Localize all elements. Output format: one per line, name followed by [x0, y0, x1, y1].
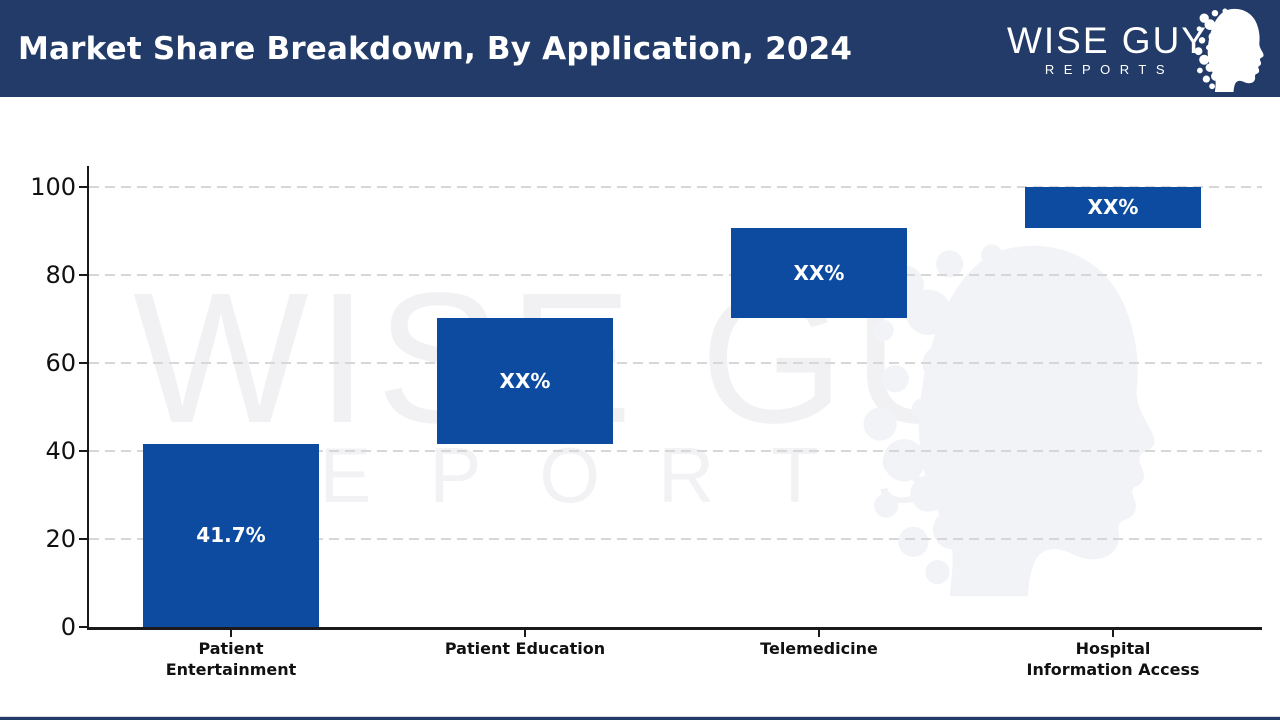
watermark-reports: REPORTS — [205, 431, 987, 519]
x-category-label-line: Patient Education — [444, 639, 606, 658]
x-category-label-line: Telemedicine — [760, 639, 878, 658]
bar: XX% — [731, 227, 907, 319]
x-category-label: Hospital Information Access — [966, 639, 1260, 681]
y-tick-label: 60 — [45, 349, 76, 377]
head-profile-dots-icon — [1194, 8, 1264, 92]
x-category-label-line: Patient — [198, 639, 264, 658]
figure-bottom-border — [0, 716, 1280, 717]
x-category-label-line: Information Access — [1026, 659, 1200, 679]
y-tick-label: 80 — [45, 261, 76, 289]
y-tick-label: 20 — [45, 525, 76, 553]
y-tick-mark — [79, 186, 87, 188]
y-tick-label: 0 — [60, 613, 76, 641]
logo-brand-subtext: REPORTS — [1044, 61, 1175, 77]
x-tick-mark — [818, 630, 820, 637]
x-tick-mark — [1112, 630, 1114, 637]
gridline — [89, 538, 1262, 540]
bar-value-label: XX% — [499, 368, 551, 393]
y-tick-mark — [79, 626, 87, 628]
head-profile-dots-icon-watermark — [863, 244, 1155, 597]
gridline — [89, 274, 1262, 276]
logo-brand-name: WISE GUY — [1006, 19, 1208, 61]
y-tick-mark — [79, 450, 87, 452]
page-title: Market Share Breakdown, By Application, … — [18, 30, 853, 67]
y-tick-mark — [79, 538, 87, 540]
y-tick-mark — [79, 362, 87, 364]
header: Market Share Breakdown, By Application, … — [0, 0, 1280, 97]
x-category-label: Patient Education — [378, 639, 672, 660]
gridline — [89, 362, 1262, 364]
x-tick-mark — [524, 630, 526, 637]
y-axis-spine — [87, 166, 89, 629]
x-category-label-line: Hospital — [1075, 639, 1151, 658]
y-tick-label: 40 — [45, 437, 76, 465]
x-tick-mark — [230, 630, 232, 637]
logo-wordmark: WISE GUY REPORTS — [1007, 22, 1208, 76]
bar: XX% — [437, 318, 613, 444]
footer-bar — [0, 717, 1280, 720]
bar-value-label: XX% — [1087, 195, 1139, 220]
bar-value-label: XX% — [793, 261, 845, 285]
x-category-label: Patient Entertainment — [84, 639, 378, 681]
bar: XX% — [1025, 187, 1201, 228]
gridline — [89, 186, 1262, 188]
x-category-label-line: Entertainment — [165, 659, 297, 679]
y-tick-label: 100 — [30, 173, 76, 201]
bar-value-label: 41.7% — [196, 523, 266, 548]
y-tick-mark — [79, 274, 87, 276]
bar: 41.7% — [143, 443, 319, 627]
gridline — [89, 450, 1262, 452]
x-axis-spine — [87, 627, 1262, 630]
brand-logo: WISE GUY REPORTS — [1007, 6, 1266, 92]
x-category-label: Telemedicine — [672, 639, 966, 660]
